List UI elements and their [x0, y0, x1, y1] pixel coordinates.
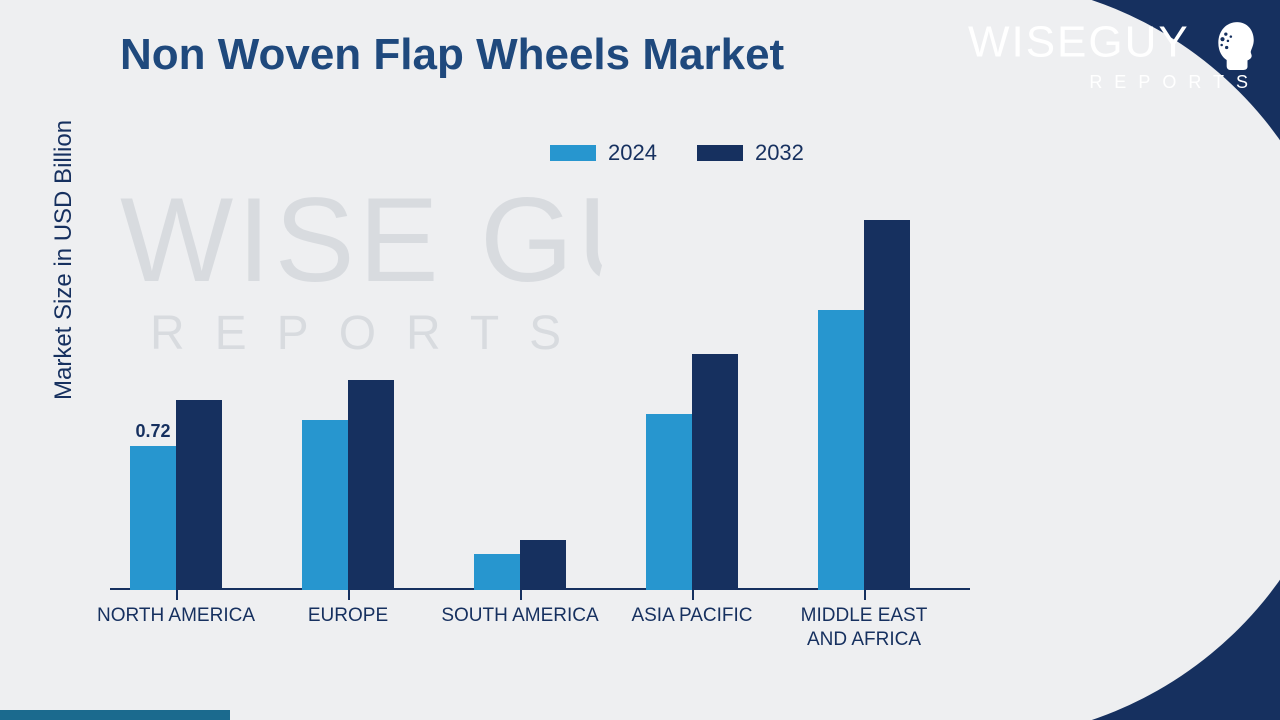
bar-2024 — [130, 446, 176, 590]
legend-label-2024: 2024 — [608, 140, 657, 166]
bar-chart: 0.72NORTH AMERICA EUROPE SOUTH AMERICA ASIA… — [110, 190, 970, 590]
bar-2024 — [302, 420, 348, 590]
legend-item-2032: 2032 — [697, 140, 804, 166]
bar-2024 — [818, 310, 864, 590]
y-axis-label: Market Size in USD Billion — [50, 120, 78, 400]
legend-label-2032: 2032 — [755, 140, 804, 166]
legend: 2024 2032 — [550, 140, 804, 166]
logo-reports: REPORTS — [968, 72, 1260, 93]
axis-tick — [348, 590, 350, 600]
category-label: NORTH AMERICA — [96, 604, 256, 628]
bar-2032 — [176, 400, 222, 590]
bar-value-label: 0.72 — [130, 421, 176, 446]
bar-group: EUROPE — [302, 380, 394, 590]
bottom-accent-bar — [0, 710, 230, 720]
axis-tick — [520, 590, 522, 600]
bar-group: ASIA PACIFIC — [646, 354, 738, 590]
legend-swatch-2032 — [697, 145, 743, 161]
bar-group: MIDDLE EAST AND AFRICA — [818, 220, 910, 590]
logo-wise: WISE — [968, 18, 1088, 67]
chart-title: Non Woven Flap Wheels Market — [120, 30, 784, 80]
legend-swatch-2024 — [550, 145, 596, 161]
logo-line1: WISEGUY — [968, 20, 1260, 70]
legend-item-2024: 2024 — [550, 140, 657, 166]
axis-tick — [864, 590, 866, 600]
axis-tick — [692, 590, 694, 600]
logo-head-icon — [1210, 20, 1260, 70]
bar-2032 — [348, 380, 394, 590]
bar-2032 — [692, 354, 738, 590]
bar-group: SOUTH AMERICA — [474, 540, 566, 590]
logo-guy: GUY — [1088, 18, 1189, 67]
brand-logo: WISEGUY REPORTS — [968, 20, 1260, 93]
bar-group: 0.72NORTH AMERICA — [130, 400, 222, 590]
axis-tick — [176, 590, 178, 600]
right-brand-panel: WISEGUY REPORTS — [970, 0, 1280, 720]
bar-2024 — [646, 414, 692, 590]
category-label: MIDDLE EAST AND AFRICA — [784, 604, 944, 652]
bar-2032 — [520, 540, 566, 590]
category-label: SOUTH AMERICA — [440, 604, 600, 628]
category-label: ASIA PACIFIC — [612, 604, 772, 628]
category-label: EUROPE — [268, 604, 428, 628]
bar-2024 — [474, 554, 520, 590]
bar-2032 — [864, 220, 910, 590]
page-canvas: WISE GUY REPORTS WISEGUY REPORTS — [0, 0, 1280, 720]
